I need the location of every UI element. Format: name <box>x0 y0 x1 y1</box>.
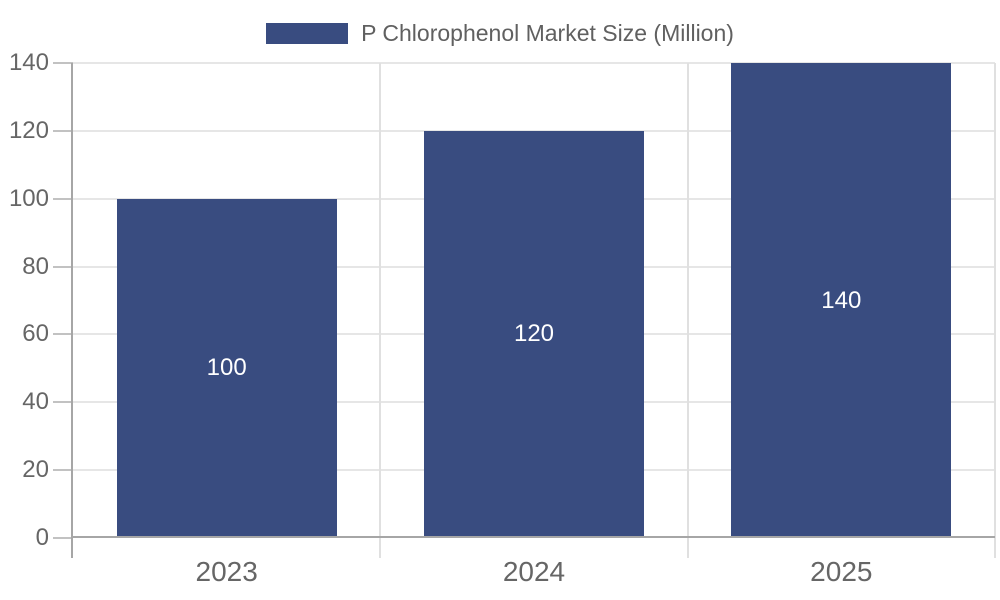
bar-value-label: 140 <box>821 286 862 314</box>
y-axis-label: 100 <box>8 184 49 212</box>
y-tick <box>53 469 73 472</box>
y-tick <box>53 129 73 132</box>
y-tick <box>53 401 73 404</box>
y-tick <box>53 62 73 64</box>
y-axis-label: 140 <box>8 49 49 76</box>
y-axis-line <box>71 63 73 558</box>
x-axis-line <box>71 536 995 538</box>
legend-swatch <box>266 23 349 44</box>
y-tick <box>53 537 73 539</box>
y-tick <box>53 265 73 268</box>
legend-label: P Chlorophenol Market Size (Million) <box>361 20 734 46</box>
x-gridline <box>686 63 689 558</box>
x-axis-label: 2025 <box>810 556 873 587</box>
bar-2023[interactable] <box>116 198 337 538</box>
x-gridline <box>994 63 996 558</box>
y-axis-label: 0 <box>35 524 49 551</box>
x-gridline <box>379 63 382 558</box>
bar-value-label: 120 <box>513 320 555 348</box>
bar-2024[interactable] <box>424 130 644 538</box>
y-axis-label: 40 <box>22 388 49 416</box>
y-axis-label: 20 <box>22 456 49 484</box>
y-axis-label: 60 <box>22 320 49 348</box>
y-tick <box>53 197 73 200</box>
x-axis-label: 2023 <box>195 556 258 587</box>
bar-2025[interactable] <box>731 63 952 538</box>
y-tick <box>53 333 73 336</box>
y-axis-label: 120 <box>8 116 49 144</box>
bar-value-label: 100 <box>206 354 247 382</box>
legend[interactable]: P Chlorophenol Market Size (Million) <box>0 20 1000 47</box>
x-axis-label: 2024 <box>502 556 566 587</box>
y-axis-label: 80 <box>22 252 49 280</box>
y-gridline <box>73 62 995 64</box>
